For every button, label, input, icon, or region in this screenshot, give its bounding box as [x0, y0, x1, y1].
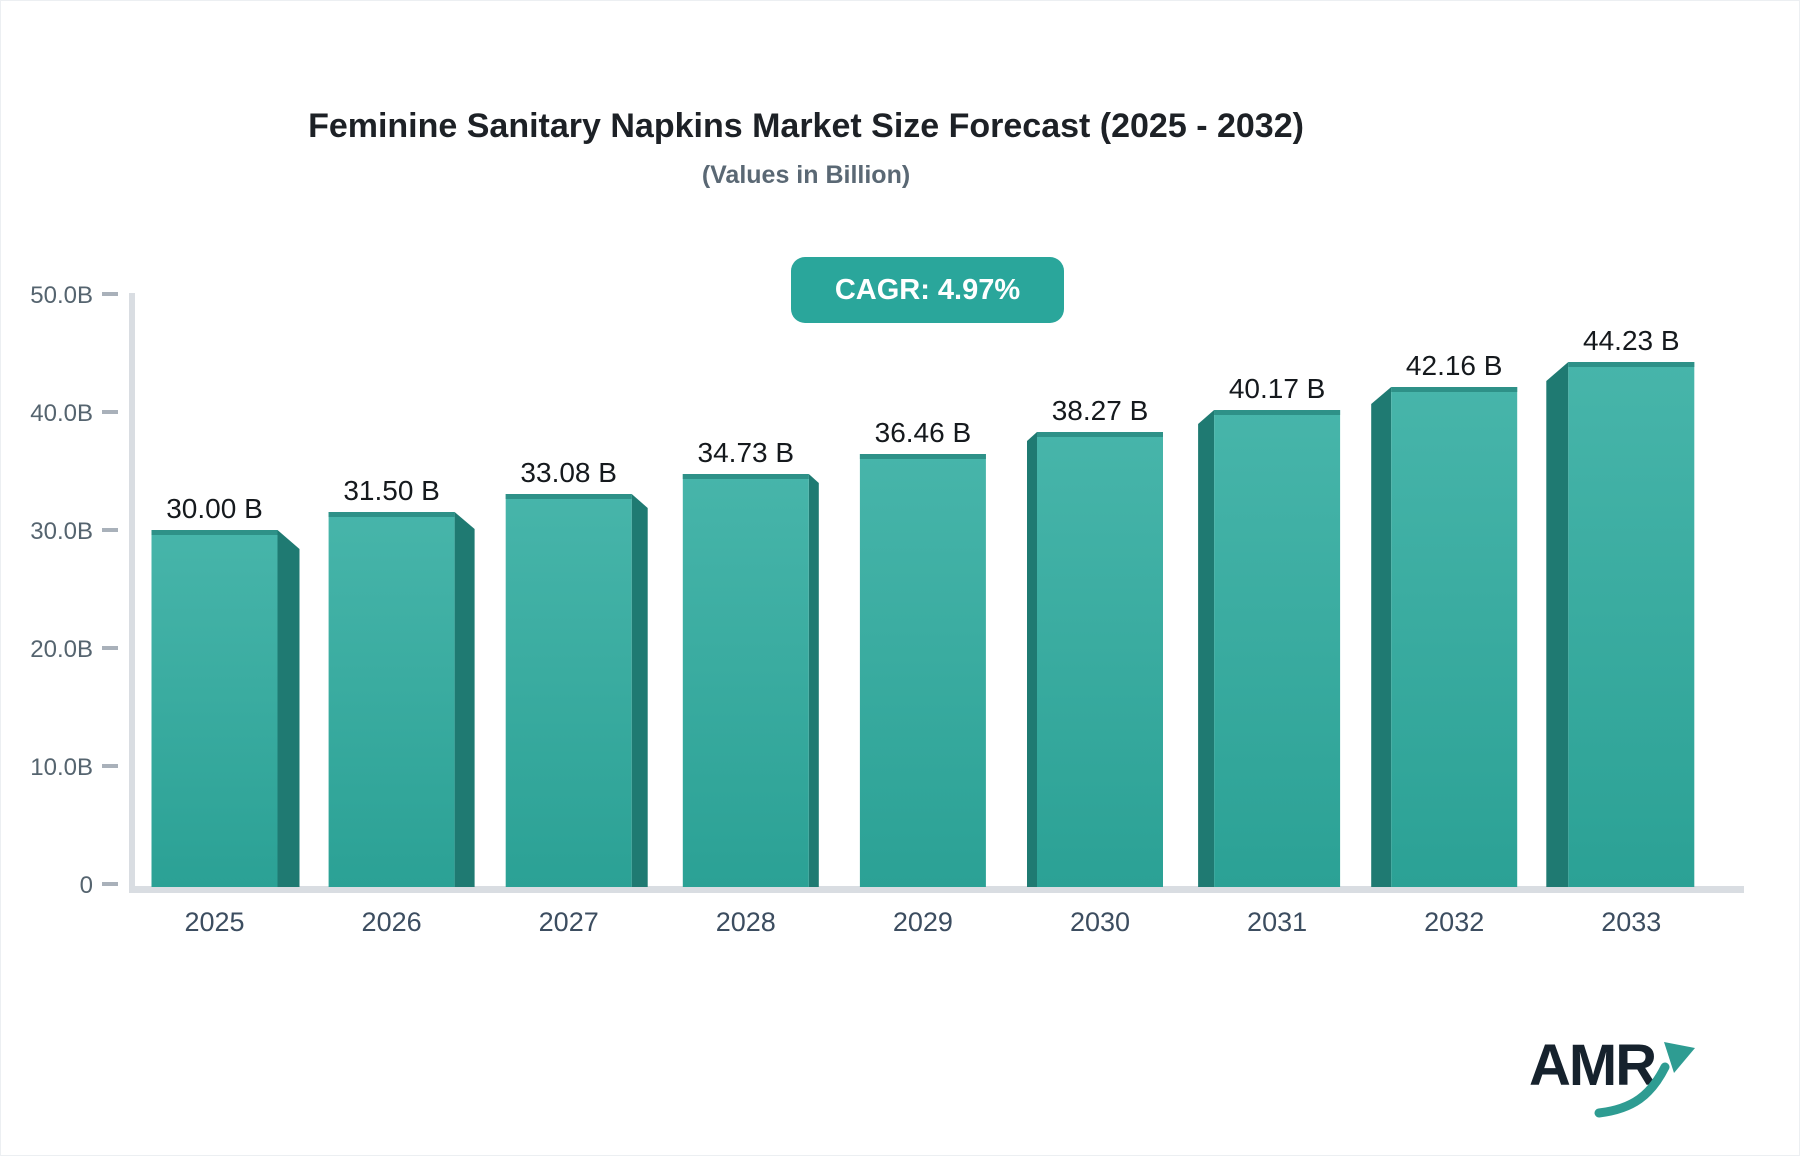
y-tick-label: 50.0B — [30, 282, 93, 309]
chart-subtitle: (Values in Billion) — [701, 161, 911, 189]
bar-2031[interactable] — [1214, 410, 1341, 887]
bar-side-2025 — [277, 530, 300, 887]
bar-top-edge-2025 — [151, 530, 278, 535]
y-tick-label: 0 — [80, 872, 93, 899]
x-category-label-2026: 2026 — [362, 907, 422, 937]
chart-title: Feminine Sanitary Napkins Market Size Fo… — [308, 107, 1304, 145]
bar-value-label-2027: 33.08 B — [520, 457, 617, 488]
y-tick — [102, 292, 118, 296]
y-axis-line — [129, 293, 135, 887]
bar-2026[interactable] — [328, 512, 455, 887]
bar-side-2032 — [1371, 387, 1392, 887]
y-tick-label: 40.0B — [30, 400, 93, 427]
x-category-label-2031: 2031 — [1247, 907, 1307, 937]
bar-2030[interactable] — [1037, 432, 1163, 887]
bar-top-edge-2029 — [859, 454, 986, 459]
x-category-label-2028: 2028 — [716, 907, 776, 937]
bar-side-2031 — [1198, 410, 1215, 887]
bar-top-edge-2033 — [1568, 362, 1695, 367]
bar-2033[interactable] — [1568, 362, 1695, 887]
bar-top-edge-2027 — [505, 494, 632, 499]
x-category-label-2033: 2033 — [1601, 907, 1661, 937]
bar-value-label-2033: 44.23 B — [1583, 325, 1680, 356]
logo-arrow-icon — [1594, 1042, 1695, 1118]
logo-text: AMR — [1529, 1033, 1657, 1098]
bar-side-2027 — [631, 494, 648, 887]
bar-2028[interactable] — [682, 474, 809, 887]
cagr-badge: CAGR: 4.97% — [791, 257, 1064, 323]
x-category-label-2030: 2030 — [1070, 907, 1130, 937]
bar-value-label-2029: 36.46 B — [875, 417, 972, 448]
x-category-label-2025: 2025 — [184, 907, 244, 937]
bar-top-edge-2032 — [1391, 387, 1518, 392]
bar-value-label-2026: 31.50 B — [343, 475, 440, 506]
x-category-label-2032: 2032 — [1424, 907, 1484, 937]
y-tick-label: 30.0B — [30, 518, 93, 545]
bar-side-2033 — [1546, 362, 1569, 887]
bar-2032[interactable] — [1391, 387, 1518, 887]
y-tick — [102, 646, 118, 650]
y-tick-label: 10.0B — [30, 754, 93, 781]
y-tick — [102, 764, 118, 768]
x-category-label-2027: 2027 — [539, 907, 599, 937]
bar-side-2030 — [1027, 432, 1037, 887]
bar-top-edge-2028 — [682, 474, 809, 479]
bar-value-label-2030: 38.27 B — [1052, 395, 1149, 426]
bar-top-edge-2026 — [328, 512, 455, 517]
y-tick — [102, 528, 118, 532]
y-tick — [102, 410, 118, 414]
bar-2027[interactable] — [505, 494, 632, 887]
bar-value-label-2028: 34.73 B — [698, 437, 795, 468]
x-axis-line — [129, 886, 1744, 893]
bar-2025[interactable] — [151, 530, 278, 887]
amr-logo: AMR — [1529, 1037, 1739, 1127]
bar-value-label-2031: 40.17 B — [1229, 373, 1326, 404]
bar-top-edge-2031 — [1214, 410, 1341, 415]
x-category-label-2029: 2029 — [893, 907, 953, 937]
bar-value-label-2025: 30.00 B — [166, 493, 263, 524]
bar-side-2026 — [454, 512, 475, 887]
bar-2029[interactable] — [859, 454, 986, 887]
bar-value-label-2032: 42.16 B — [1406, 350, 1503, 381]
bar-side-2028 — [808, 474, 819, 887]
y-tick — [102, 882, 118, 886]
y-tick-label: 20.0B — [30, 636, 93, 663]
bar-top-edge-2030 — [1037, 432, 1163, 437]
